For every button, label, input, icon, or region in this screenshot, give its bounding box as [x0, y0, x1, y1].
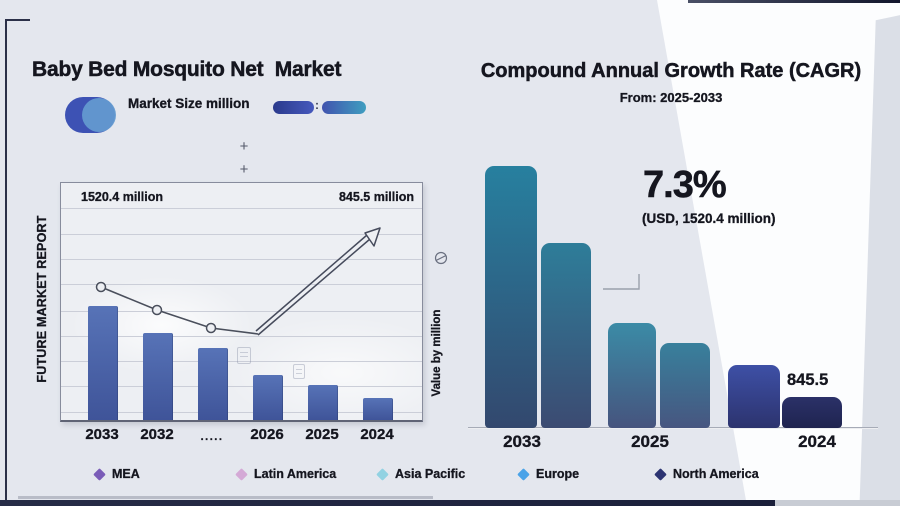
gridline — [61, 386, 422, 387]
plus-mark-icon: + — [239, 138, 249, 155]
cagr-845-label: 845.5 — [787, 371, 829, 389]
region-legend: MEA Latin America Asia Pacific Europe North … — [0, 467, 900, 485]
legend-label: MEA — [112, 467, 140, 481]
ratio-pill-teal-icon — [322, 101, 366, 114]
ratio-pill-dark-icon — [273, 101, 314, 114]
pill-icon-cap — [82, 98, 116, 132]
cagr-percentage: 7.3% — [643, 164, 727, 207]
market-x-label-3: ..... — [200, 431, 224, 443]
market-x-label-6: 2024 — [360, 426, 394, 443]
market-size-pill-icon — [65, 97, 116, 133]
ratio-colon: : — [315, 98, 319, 112]
left-edge-line — [5, 19, 7, 500]
plus-mark-icon: + — [239, 161, 249, 178]
value-label-2033: 1520.4 million — [81, 190, 163, 204]
legend-diamond-icon — [93, 468, 106, 481]
market-size-bars — [61, 183, 422, 420]
legend-label: Latin America — [254, 467, 337, 481]
cagr-bar-2024-a — [728, 365, 780, 428]
watermark-document-icon — [293, 364, 305, 379]
bottom-edge-bar-dark — [0, 500, 775, 506]
legend-diamond-icon — [517, 468, 530, 481]
market-size-label: Market Size million — [128, 96, 250, 111]
legend-label: North America — [673, 467, 759, 481]
cagr-x-axis-labels: 2033 2025 2024 — [0, 432, 900, 454]
gridline — [61, 208, 422, 209]
legend-diamond-icon — [654, 468, 667, 481]
watermark-document-icon — [237, 347, 251, 364]
market-size-bar-2026 — [253, 375, 283, 420]
value-label-2024: 845.5 million — [338, 190, 414, 204]
legend-label: Europe — [536, 467, 580, 481]
value-by-million-label: Value by million — [431, 309, 443, 397]
cagr-x-label-2033: 2033 — [503, 432, 541, 451]
gridline — [61, 412, 422, 413]
cagr-bar-2025-b — [660, 343, 710, 428]
market-x-label-2: 2032 — [140, 426, 174, 443]
market-size-bar-..... — [198, 348, 228, 420]
market-size-bar-2032 — [143, 333, 173, 420]
cagr-x-label-2025: 2025 — [631, 432, 669, 451]
legend-diamond-icon — [235, 468, 248, 481]
gridline — [61, 284, 422, 285]
cagr-subtitle: From: 2025-2033 — [619, 90, 723, 105]
market-x-label-5: 2025 — [305, 426, 339, 443]
cagr-title: Compound Annual Growth Rate (CAGR) — [480, 60, 862, 83]
bottom-edge-bar-light — [775, 500, 900, 506]
market-x-axis-labels: 2033 2032..... 2026 2025 2024 — [60, 426, 423, 446]
gridline — [61, 361, 422, 362]
future-market-report-label: FUTURE MARKET REPORT — [35, 215, 49, 383]
top-right-edge-bar — [688, 0, 900, 3]
legend-diamond-icon — [376, 468, 389, 481]
market-title: Baby Bed Mosquito Net Market — [32, 58, 342, 82]
bottom-edge-gray-line — [18, 496, 433, 499]
market-x-label-4: 2026 — [250, 426, 284, 443]
market-size-bar-2024 — [363, 398, 393, 420]
cagr-usd-detail: (USD, 1520.4 million) — [642, 211, 776, 226]
legend-label: Asia Pacific — [395, 467, 466, 481]
market-x-label-1: 2033 — [85, 426, 119, 443]
cagr-bar-2033-b — [541, 243, 591, 428]
market-size-bar-2025 — [308, 385, 338, 420]
gridline — [61, 336, 422, 337]
gridline — [61, 259, 422, 260]
cagr-x-label-2024: 2024 — [798, 432, 836, 451]
cagr-bar-2033-a — [485, 166, 537, 428]
cagr-bar-2024-b — [782, 397, 842, 428]
cagr-x-axis-line — [468, 427, 878, 429]
cagr-bar-2025-a — [608, 323, 656, 428]
top-left-edge-segment — [5, 19, 30, 21]
gridline — [61, 234, 422, 235]
